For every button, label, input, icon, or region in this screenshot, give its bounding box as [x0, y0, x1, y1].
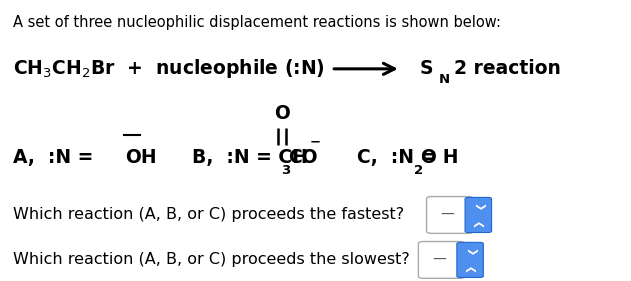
FancyBboxPatch shape [457, 242, 483, 278]
Text: Which reaction (A, B, or C) proceeds the fastest?: Which reaction (A, B, or C) proceeds the… [13, 207, 404, 223]
Text: Which reaction (A, B, or C) proceeds the slowest?: Which reaction (A, B, or C) proceeds the… [13, 252, 410, 268]
Text: 3: 3 [281, 164, 290, 177]
Text: ❯: ❯ [465, 264, 475, 272]
Text: 2: 2 [414, 164, 423, 177]
Text: —: — [440, 208, 454, 222]
Text: −: − [310, 135, 321, 148]
Text: ❯: ❯ [465, 248, 475, 256]
Text: O: O [420, 148, 436, 167]
FancyBboxPatch shape [427, 197, 473, 233]
Text: C,  :N = H: C, :N = H [357, 148, 458, 167]
FancyBboxPatch shape [465, 197, 492, 233]
Text: S: S [420, 59, 433, 78]
Text: CO: CO [288, 148, 317, 167]
Text: —: — [432, 253, 445, 267]
Text: A,  :N =: A, :N = [13, 148, 100, 167]
Text: 2 reaction: 2 reaction [454, 59, 561, 78]
Text: CH$_3$CH$_2$Br  +  nucleophile (:N): CH$_3$CH$_2$Br + nucleophile (:N) [13, 57, 324, 80]
Text: OH: OH [125, 148, 156, 167]
Text: ❯: ❯ [473, 203, 483, 211]
Text: B,  :N = CH: B, :N = CH [192, 148, 309, 167]
Text: N: N [439, 73, 451, 86]
Text: ❯: ❯ [473, 219, 483, 227]
Text: O: O [274, 104, 290, 123]
Text: A set of three nucleophilic displacement reactions is shown below:: A set of three nucleophilic displacement… [13, 15, 500, 30]
FancyBboxPatch shape [418, 241, 465, 278]
